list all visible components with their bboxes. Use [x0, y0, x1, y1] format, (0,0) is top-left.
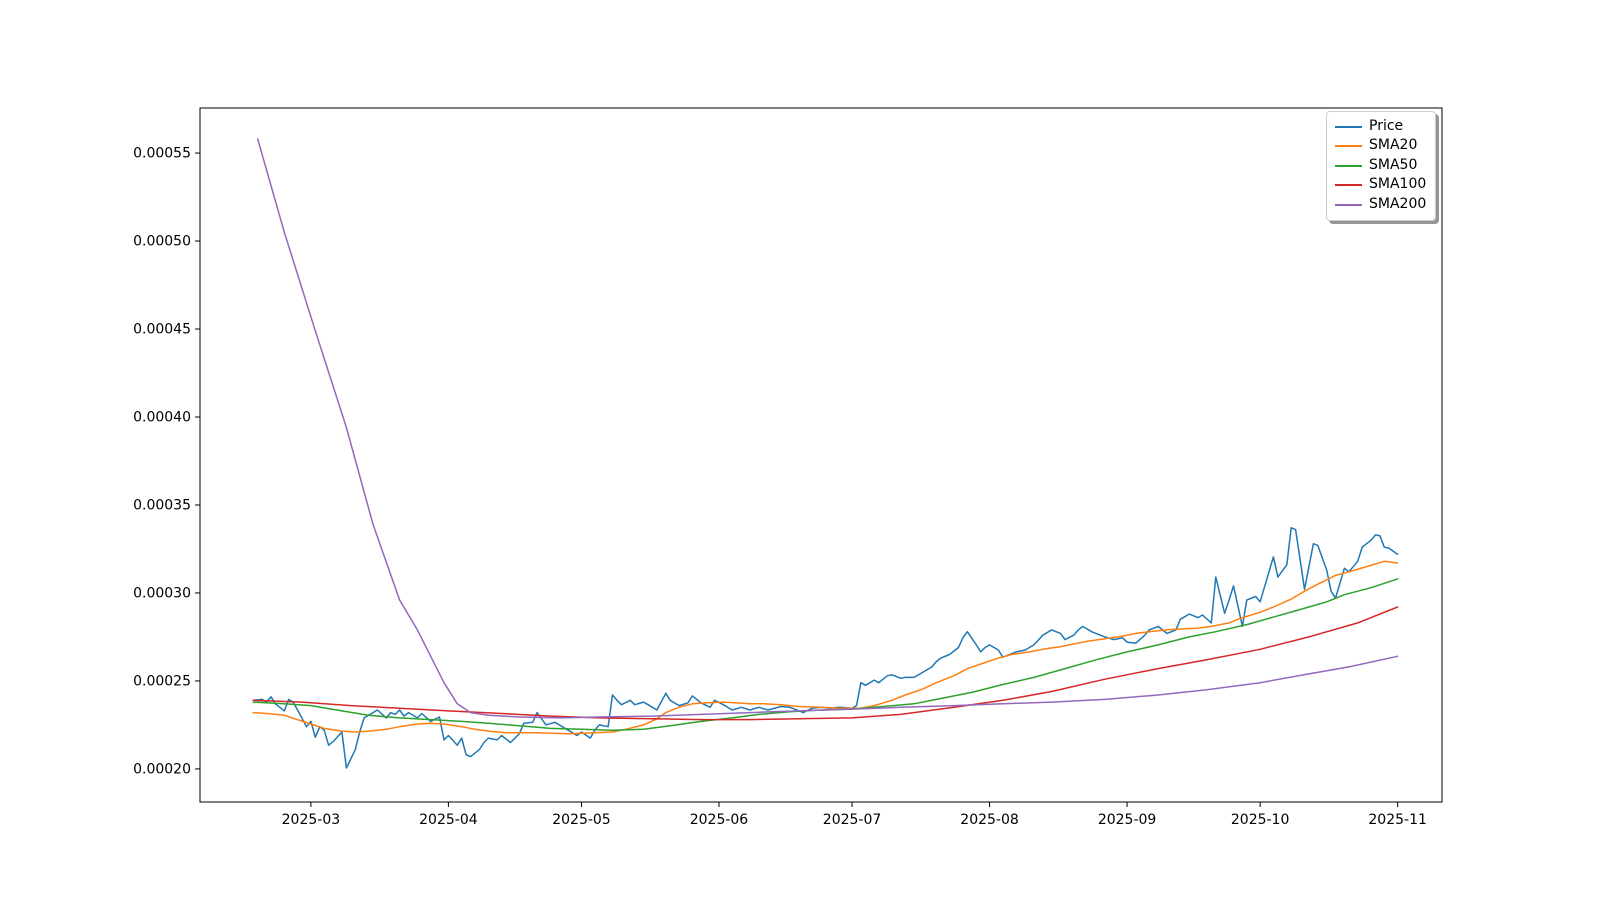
x-tick-label: 2025-09 — [1098, 812, 1157, 828]
x-tick-label: 2025-07 — [823, 812, 882, 828]
x-tick-label: 2025-08 — [960, 812, 1019, 828]
legend-line-sample-sma100 — [1335, 184, 1362, 187]
x-tick-label: 2025-04 — [419, 812, 478, 828]
y-tick-label: 0.00040 — [133, 409, 191, 425]
legend-item-sma20: SMA20 — [1335, 137, 1426, 157]
legend-item-sma100: SMA100 — [1335, 176, 1426, 196]
series-line-sma100 — [252, 606, 1399, 721]
legend-item-price: Price — [1335, 117, 1426, 137]
y-tick-label: 0.00035 — [133, 497, 191, 513]
legend-line-sample-sma200 — [1335, 203, 1362, 206]
legend-label: SMA200 — [1369, 195, 1427, 212]
legend-item-sma200: SMA200 — [1335, 195, 1426, 215]
legend-label: SMA50 — [1369, 156, 1418, 173]
y-tick-label: 0.00020 — [133, 761, 191, 777]
y-tick-label: 0.00045 — [133, 322, 191, 338]
legend-item-sma50: SMA50 — [1335, 156, 1426, 176]
legend-label: SMA100 — [1369, 176, 1427, 193]
legend-label: Price — [1369, 117, 1404, 134]
legend-label: SMA20 — [1369, 137, 1418, 154]
legend-line-sample-sma20 — [1335, 145, 1362, 148]
x-tick-label: 2025-10 — [1231, 812, 1290, 828]
x-axis: 2025-03 2025-04 2025-05 2025-06 2025-07 2025-… — [282, 802, 1427, 828]
y-axis: 0.00020 0.00025 0.00030 0.00035 0.00040 0.000… — [133, 146, 200, 777]
legend-line-sample-price — [1335, 125, 1362, 128]
x-tick-label: 2025-11 — [1368, 812, 1427, 828]
x-tick-label: 2025-05 — [552, 812, 611, 828]
y-tick-label: 0.00030 — [133, 585, 191, 601]
y-tick-label: 0.00055 — [133, 146, 191, 162]
series-line-sma200 — [256, 138, 1399, 719]
legend-line-sample-sma50 — [1335, 164, 1362, 167]
series-line-price — [252, 527, 1399, 769]
legend: Price SMA20 SMA50 SMA100 SMA200 — [1326, 111, 1437, 221]
axes-frame — [199, 107, 1443, 803]
y-tick-label: 0.00050 — [133, 234, 191, 250]
series-lines — [252, 138, 1399, 769]
series-line-sma20 — [252, 560, 1399, 735]
x-tick-label: 2025-03 — [282, 812, 341, 828]
x-tick-label: 2025-06 — [690, 812, 749, 828]
y-tick-label: 0.00025 — [133, 673, 191, 689]
plot-frame — [199, 107, 1443, 803]
